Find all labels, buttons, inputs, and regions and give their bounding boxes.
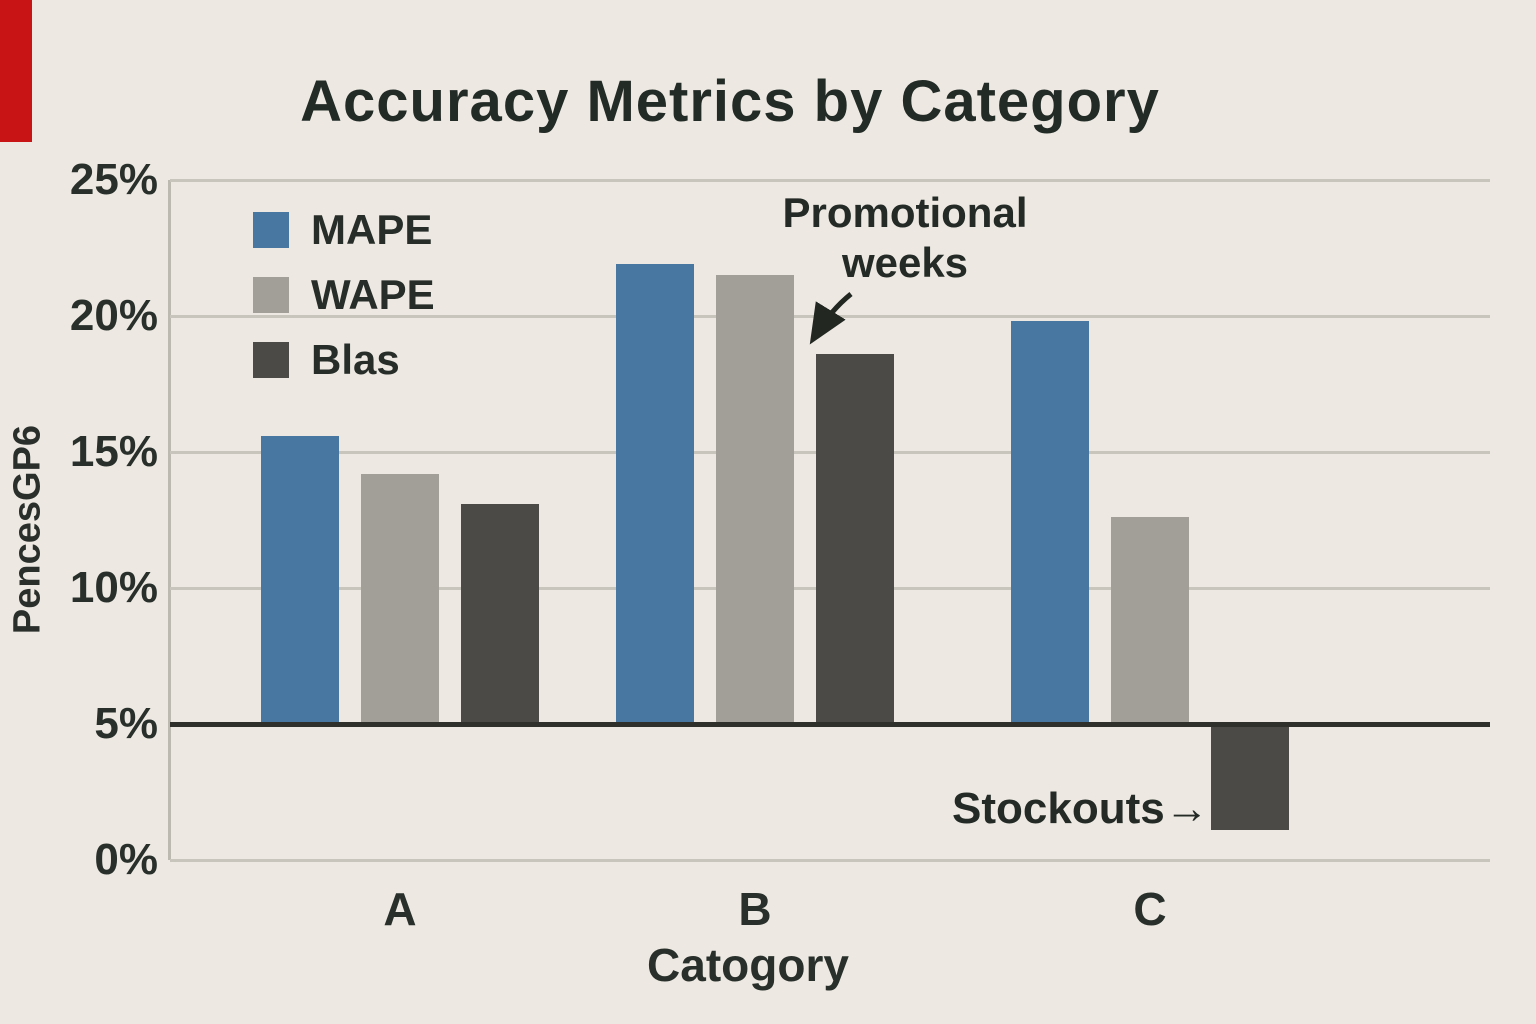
legend-label-mape: MAPE bbox=[311, 206, 433, 253]
y-tick-label: 5% bbox=[94, 699, 158, 748]
plot-area bbox=[168, 178, 1490, 862]
y-tick-label: 15% bbox=[69, 427, 158, 476]
bar-wape-a bbox=[361, 473, 439, 724]
legend-label-blas: Blas bbox=[311, 336, 400, 383]
promo-arrow-icon bbox=[809, 292, 853, 345]
bar-mape-c bbox=[1011, 321, 1089, 724]
bar-blas-b bbox=[816, 354, 894, 724]
bar-blas-c bbox=[1211, 724, 1289, 831]
legend-swatch-wape bbox=[253, 277, 289, 313]
red-edge-artifact bbox=[0, 0, 32, 142]
gridline bbox=[170, 858, 1490, 862]
baseline-axis bbox=[170, 721, 1490, 727]
legend-row-blas: Blas bbox=[253, 336, 435, 384]
y-tick-label: 20% bbox=[69, 291, 158, 340]
stockouts-annotation: Stockouts→ bbox=[952, 784, 1209, 833]
legend: MAPE WAPE Blas bbox=[253, 206, 435, 384]
y-axis-line bbox=[168, 180, 171, 860]
x-tick-label-b: B bbox=[738, 883, 772, 935]
y-tick-label: 0% bbox=[94, 835, 158, 884]
chart-title: Accuracy Metrics by Category bbox=[300, 69, 1160, 134]
legend-row-wape: WAPE bbox=[253, 271, 435, 319]
y-tick-label: 10% bbox=[69, 563, 158, 612]
legend-swatch-mape bbox=[253, 212, 289, 248]
x-axis-label: Catogory bbox=[647, 939, 849, 991]
y-axis-label: PencesGP6 bbox=[6, 424, 49, 635]
y-tick-label: 25% bbox=[69, 155, 158, 204]
promo-annotation: Promotional weeks bbox=[782, 189, 1028, 287]
bar-wape-c bbox=[1111, 517, 1189, 724]
bar-mape-a bbox=[261, 435, 339, 724]
legend-swatch-blas bbox=[253, 342, 289, 378]
bar-mape-b bbox=[616, 264, 694, 724]
x-tick-label-a: A bbox=[383, 883, 417, 935]
legend-label-wape: WAPE bbox=[311, 271, 435, 318]
bar-wape-b bbox=[716, 275, 794, 724]
legend-row-mape: MAPE bbox=[253, 206, 435, 254]
bar-blas-a bbox=[461, 503, 539, 724]
gridline bbox=[170, 178, 1490, 182]
x-tick-label-c: C bbox=[1133, 883, 1167, 935]
